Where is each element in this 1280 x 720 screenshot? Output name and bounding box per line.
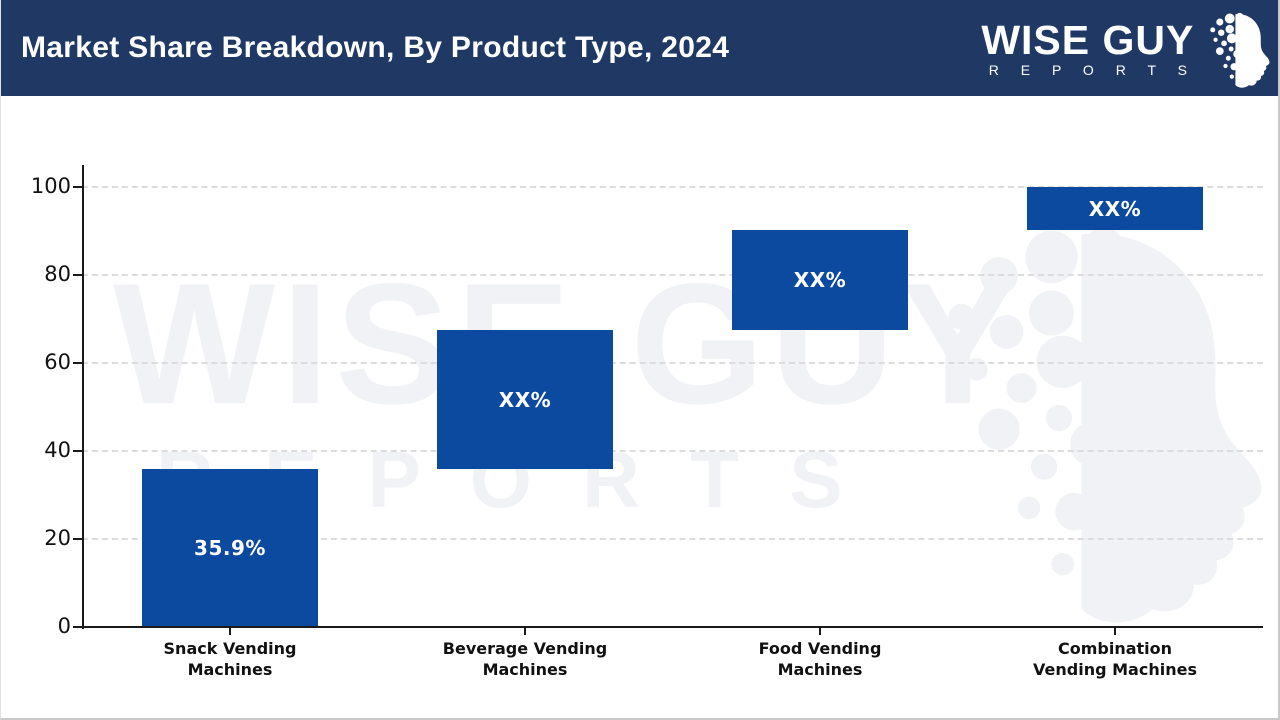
y-tick (73, 538, 82, 540)
x-tick (819, 627, 821, 635)
brand-name: WISE GUY (981, 17, 1195, 63)
y-tick (73, 450, 82, 452)
logo-head-profile-icon (1210, 12, 1270, 88)
x-axis-line (82, 626, 1263, 628)
y-tick (73, 626, 82, 628)
x-tick (229, 627, 231, 635)
bar: 35.9% (142, 469, 318, 627)
bar-value-label: XX% (1088, 196, 1142, 221)
brand-subname: R E P O R T S (988, 62, 1196, 78)
y-tick-label: 80 (44, 262, 71, 286)
y-tick (73, 274, 82, 276)
x-category-label: Food Vending Machines (710, 638, 930, 680)
gridline (82, 538, 1263, 540)
x-category-line: Food Vending (758, 639, 882, 658)
y-tick-label: 60 (44, 350, 71, 374)
bar: XX% (732, 230, 908, 330)
gridline (82, 362, 1263, 364)
x-category-line: Combination (1057, 639, 1173, 658)
x-tick (524, 627, 526, 635)
bar: XX% (1027, 187, 1203, 230)
bar-value-label: XX% (793, 268, 847, 292)
x-category-label: Snack Vending Machines (120, 638, 340, 680)
header: Market Share Breakdown, By Product Type,… (1, 0, 1278, 96)
x-category-line: Snack Vending (163, 639, 297, 658)
y-axis-line (82, 165, 84, 629)
y-tick-label: 40 (44, 438, 71, 462)
y-tick-label: 100 (30, 174, 71, 198)
bar-value-label: XX% (498, 387, 552, 412)
x-category-line: Machines (777, 660, 863, 679)
x-category-line: Machines (187, 660, 273, 679)
y-tick-label: 20 (44, 526, 71, 550)
gridline (82, 274, 1263, 276)
gridline (82, 186, 1263, 188)
x-category-line: Vending Machines (1033, 660, 1197, 679)
brand-logo: WISE GUY R E P O R T S (980, 10, 1270, 88)
x-category-line: Machines (482, 660, 568, 679)
bar-value-label: 35.9% (194, 536, 266, 560)
x-category-line: Beverage Vending (442, 639, 608, 658)
y-tick-label: 0 (57, 614, 71, 638)
x-category-label: Combination Vending Machines (1005, 638, 1225, 680)
page-title: Market Share Breakdown, By Product Type,… (21, 31, 730, 64)
brand-logo-text: WISE GUY R E P O R T S (980, 17, 1196, 79)
gridline (82, 450, 1263, 452)
y-tick (73, 186, 82, 188)
x-tick (1114, 627, 1116, 635)
bar: XX% (437, 330, 613, 469)
y-tick (73, 362, 82, 364)
x-category-label: Beverage Vending Machines (415, 638, 635, 680)
